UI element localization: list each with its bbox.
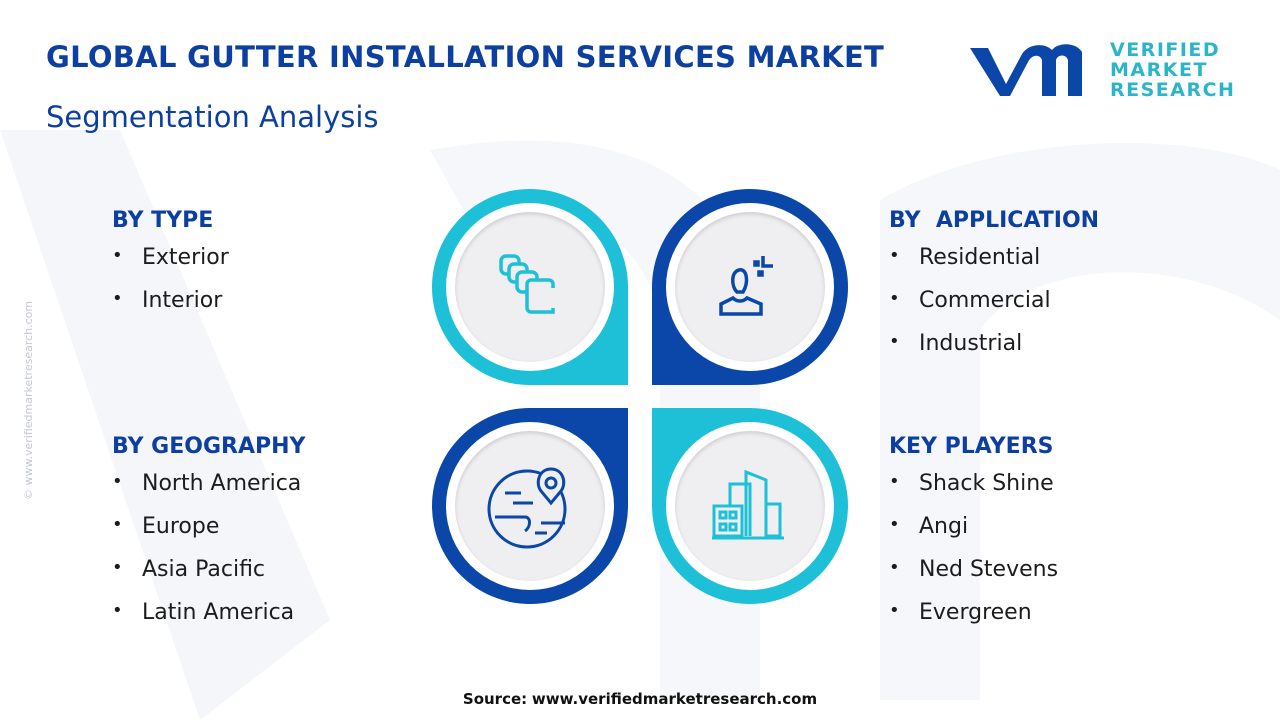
side-watermark: © www.verifiedmarketresearch.com — [22, 300, 35, 500]
segment-by-application: BY APPLICATION • Residential • Commercial … — [889, 208, 1099, 374]
stacked-squares-icon — [499, 254, 555, 314]
list-item: • Ned Stevens — [889, 557, 1059, 582]
segment-key-players: KEY PLAYERS • Shack Shine • Angi • Ned Stev… — [889, 434, 1058, 643]
list-item: • Europe — [112, 514, 220, 539]
list-item: • Commercial — [889, 288, 1051, 313]
list-item: • Angi — [889, 514, 969, 539]
segment-heading: BY APPLICATION — [889, 208, 1100, 233]
list-item: • North America — [112, 471, 302, 496]
list-item: • Latin America — [112, 600, 295, 625]
segment-heading: KEY PLAYERS — [889, 434, 1054, 459]
source-link[interactable]: www.verifiedmarketresearch.com — [531, 690, 818, 708]
petal-type — [432, 189, 628, 385]
segment-by-geography: BY GEOGRAPHY • North America • Europe • Asi… — [112, 434, 305, 643]
buildings-icon — [712, 469, 784, 540]
globe-pin-icon — [487, 467, 567, 549]
vmr-logo — [970, 44, 1082, 96]
list-item: • Residential — [889, 245, 1041, 270]
list-item: • Shack Shine — [889, 471, 1054, 496]
petal-geography — [432, 408, 628, 604]
source-line: Source: www.verifiedmarketresearch.com — [462, 690, 818, 708]
list-item: • Industrial — [889, 331, 1023, 356]
logo-text: VERIFIED MARKET RESEARCH — [1110, 39, 1236, 101]
list-item: • Asia Pacific — [112, 557, 266, 582]
list-item: • Evergreen — [889, 600, 1032, 625]
segment-heading: BY GEOGRAPHY — [112, 434, 306, 459]
segment-heading: BY TYPE — [112, 208, 214, 233]
person-icon — [719, 256, 773, 316]
list-item: • Exterior — [112, 245, 229, 270]
segment-by-type: BY TYPE • Exterior • Interior — [112, 208, 229, 331]
petal-key-players — [652, 408, 848, 604]
page-title: GLOBAL GUTTER INSTALLATION SERVICES MARK… — [46, 40, 885, 74]
list-item: • Interior — [112, 288, 223, 313]
page-subtitle: Segmentation Analysis — [46, 100, 379, 134]
petal-application — [652, 189, 848, 385]
